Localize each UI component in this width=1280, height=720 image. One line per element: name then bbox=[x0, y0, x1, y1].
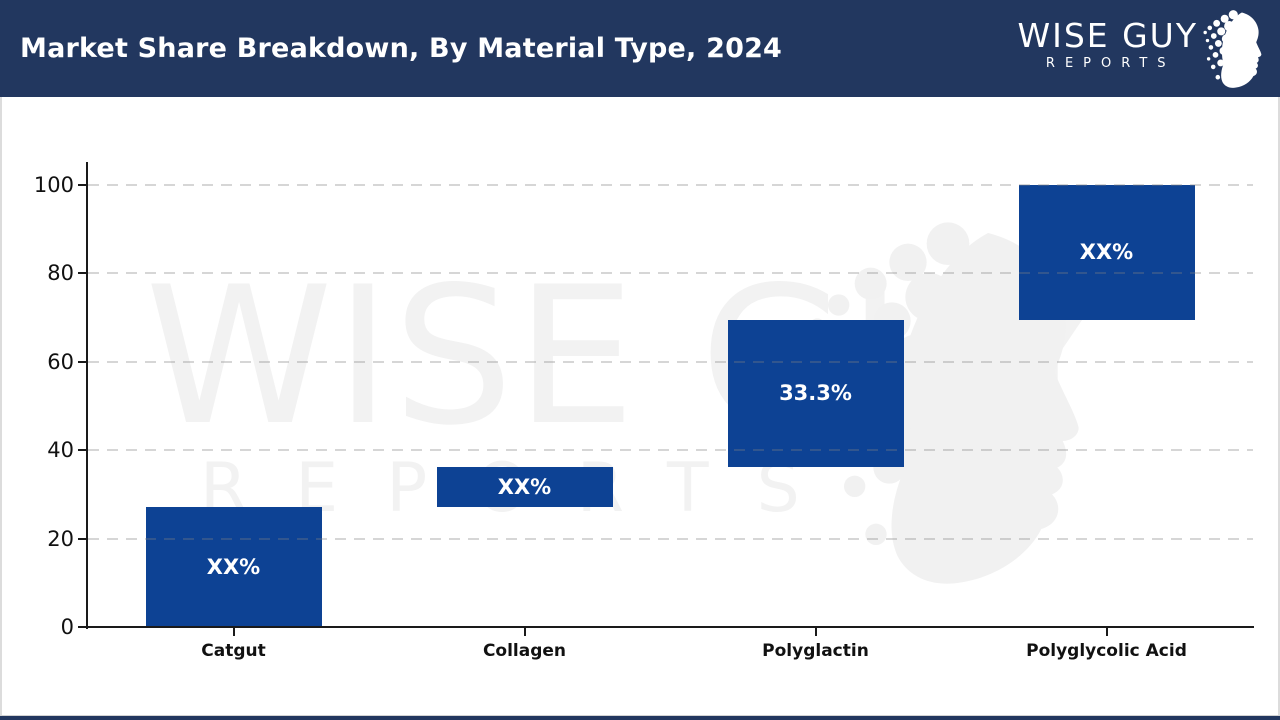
bar-value-label-collagen: XX% bbox=[497, 474, 552, 499]
bar-collagen bbox=[436, 466, 613, 507]
y-tick-label: 20 bbox=[47, 526, 74, 551]
x-tick-mark bbox=[232, 628, 235, 636]
bar-value-label-catgut: XX% bbox=[206, 554, 261, 579]
left-border bbox=[0, 97, 2, 716]
y-tick-mark bbox=[78, 272, 88, 275]
bar-value-label-polyglycolic-acid: XX% bbox=[1079, 240, 1134, 265]
x-axis-line bbox=[86, 626, 1254, 628]
brand-logo: WISE GUY REPORTS bbox=[1006, 4, 1268, 94]
gridline-20 bbox=[88, 537, 1253, 540]
y-tick-mark bbox=[78, 360, 88, 363]
y-tick-mark bbox=[78, 626, 88, 628]
x-tick-label-polyglactin: Polyglactin bbox=[762, 641, 869, 661]
gridline-100 bbox=[88, 184, 1253, 186]
x-tick-mark bbox=[523, 628, 526, 636]
wiseguy-face-icon bbox=[1198, 9, 1272, 95]
y-tick-label: 100 bbox=[33, 173, 74, 197]
y-tick-label: 0 bbox=[60, 615, 74, 639]
x-tick-label-polyglycolic-acid: Polyglycolic Acid bbox=[1026, 641, 1187, 661]
x-tick-label-catgut: Catgut bbox=[201, 641, 266, 661]
y-tick-mark bbox=[78, 449, 88, 452]
x-tick-mark bbox=[814, 628, 817, 636]
brand-subtitle: REPORTS bbox=[1045, 56, 1176, 71]
y-axis-line bbox=[86, 162, 88, 629]
y-tick-label: 80 bbox=[47, 261, 74, 286]
brand-name: WISE GUY bbox=[1017, 16, 1198, 55]
y-tick-mark bbox=[78, 184, 88, 186]
right-border bbox=[1278, 97, 1280, 716]
page-title: Market Share Breakdown, By Material Type… bbox=[20, 33, 783, 64]
y-tick-label: 60 bbox=[47, 349, 74, 374]
bar-catgut bbox=[145, 506, 322, 627]
y-tick-label: 40 bbox=[47, 438, 74, 463]
gridline-80 bbox=[88, 272, 1253, 275]
brand-logo-text: WISE GUY REPORTS bbox=[1017, 16, 1198, 72]
x-tick-mark bbox=[1105, 628, 1108, 636]
footer-bar bbox=[0, 716, 1280, 720]
header: Market Share Breakdown, By Material Type… bbox=[0, 0, 1280, 97]
x-tick-label-collagen: Collagen bbox=[482, 641, 567, 661]
gridline-60 bbox=[88, 360, 1253, 363]
bar-value-label-polyglactin: 33.3% bbox=[779, 381, 852, 406]
gridline-40 bbox=[88, 449, 1253, 452]
y-tick-mark bbox=[78, 537, 88, 540]
